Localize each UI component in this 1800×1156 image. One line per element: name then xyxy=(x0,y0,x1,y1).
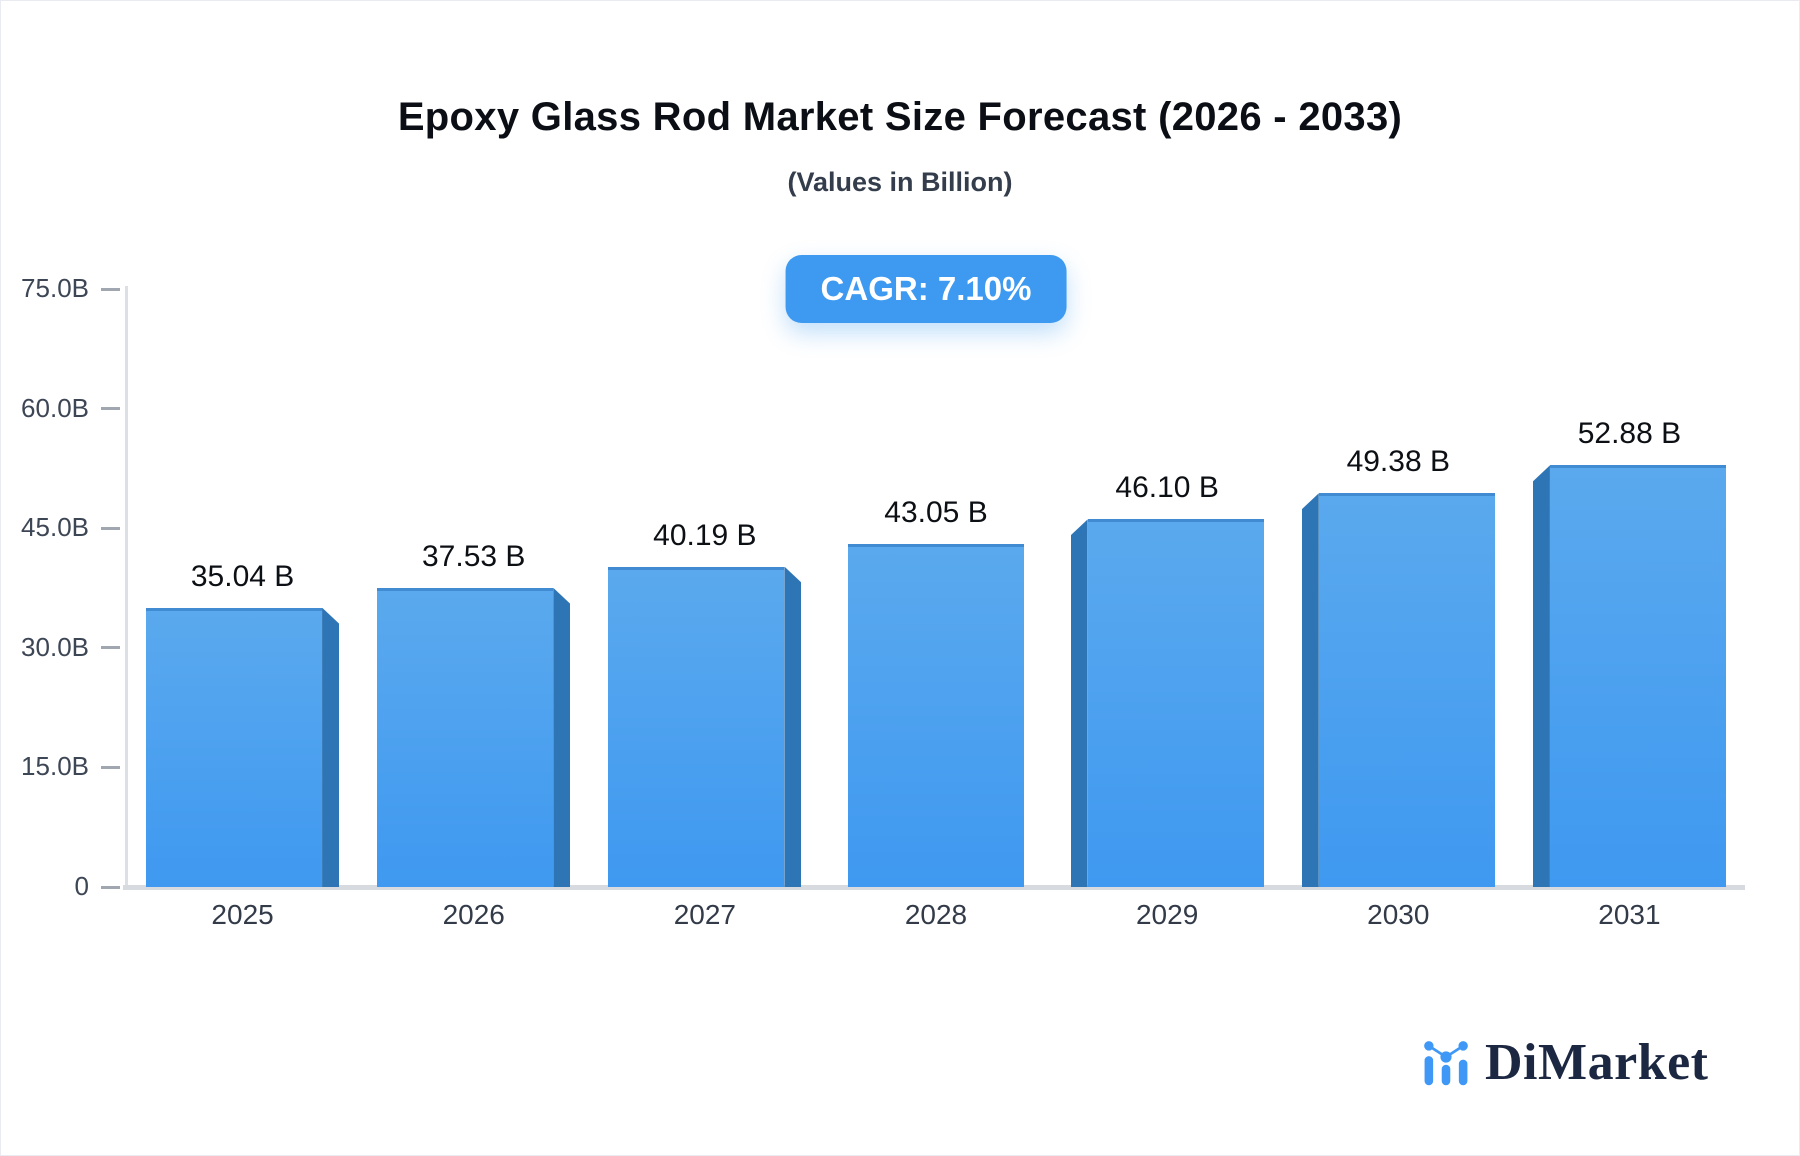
y-axis-tick-label: 30.0B xyxy=(21,631,89,662)
bar-value-label: 40.19 B xyxy=(653,518,757,552)
y-axis-tick-label: 15.0B xyxy=(21,751,89,782)
bar-side-face xyxy=(1301,493,1319,887)
x-axis-label: 2025 xyxy=(211,899,274,930)
bar-value-label: 43.05 B xyxy=(884,495,988,529)
bar-side-face xyxy=(553,587,571,887)
chart-title: Epoxy Glass Rod Market Size Forecast (20… xyxy=(397,95,1403,139)
brand-name: DiMarket xyxy=(1485,1034,1709,1091)
y-axis-tick-label: 0 xyxy=(74,871,89,901)
bar-2028 xyxy=(848,543,1024,887)
y-axis-tick-label: 60.0B xyxy=(21,392,89,423)
bar-side-face xyxy=(1070,519,1088,887)
x-axis-label: 2030 xyxy=(1367,899,1430,930)
bar-value-label: 46.10 B xyxy=(1115,471,1219,505)
y-axis-line xyxy=(125,286,128,890)
bar-2026 xyxy=(377,587,554,887)
x-axis-label: 2027 xyxy=(673,899,736,930)
bar-2025 xyxy=(146,607,323,887)
y-axis-tick-label: 75.0B xyxy=(21,273,89,303)
brand-logo: DiMarket xyxy=(1422,1037,1708,1089)
x-axis-label: 2028 xyxy=(904,899,968,930)
bar-2027 xyxy=(608,566,785,887)
x-axis-line xyxy=(123,885,1745,890)
y-axis-tick-label: 45.0B xyxy=(21,512,89,543)
bar-2031 xyxy=(1549,465,1726,887)
cagr-badge: CAGR: 7.10% xyxy=(785,255,1067,323)
dimarket-logo-icon xyxy=(1424,1041,1468,1086)
chart-subtitle: (Values in Billion) xyxy=(787,167,1013,197)
y-axis-tick-mark xyxy=(101,526,120,530)
bar-2030 xyxy=(1318,493,1495,887)
x-axis-label: 2026 xyxy=(442,899,505,930)
bar-value-label: 37.53 B xyxy=(422,539,526,573)
x-axis-label: 2029 xyxy=(1135,899,1199,930)
bar-side-face xyxy=(322,607,340,887)
y-axis-tick-mark xyxy=(101,885,120,889)
bar-value-label: 49.38 B xyxy=(1346,445,1450,479)
bar-side-face xyxy=(784,566,802,887)
bar-value-label: 52.88 B xyxy=(1577,417,1682,451)
bar-2029 xyxy=(1087,519,1264,887)
y-axis-tick-mark xyxy=(101,287,120,291)
y-axis-tick-mark xyxy=(101,646,120,650)
x-axis-label: 2031 xyxy=(1598,899,1661,930)
bar-value-label: 35.04 B xyxy=(190,559,295,593)
y-axis-tick-mark xyxy=(101,765,120,769)
bar-side-face xyxy=(1532,465,1550,887)
y-axis-tick-mark xyxy=(101,407,120,411)
